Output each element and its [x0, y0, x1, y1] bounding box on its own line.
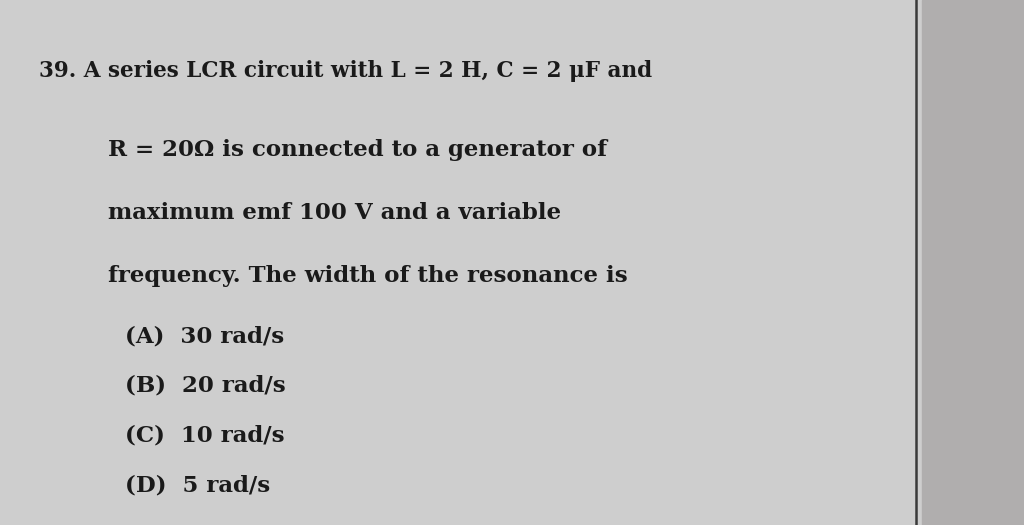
- Text: (B)  20 rad/s: (B) 20 rad/s: [125, 375, 286, 397]
- Bar: [922, 0, 1024, 525]
- Text: (D)  5 rad/s: (D) 5 rad/s: [125, 475, 270, 497]
- Text: (C)  10 rad/s: (C) 10 rad/s: [125, 425, 285, 447]
- Text: 39. A series LCR circuit with L = 2 H, C = 2 μF and: 39. A series LCR circuit with L = 2 H, C…: [39, 60, 652, 82]
- Text: (A)  30 rad/s: (A) 30 rad/s: [125, 325, 285, 347]
- Text: R = 20Ω is connected to a generator of: R = 20Ω is connected to a generator of: [108, 139, 606, 161]
- Text: frequency. The width of the resonance is: frequency. The width of the resonance is: [108, 265, 628, 287]
- Text: maximum emf 100 V and a variable: maximum emf 100 V and a variable: [108, 202, 561, 224]
